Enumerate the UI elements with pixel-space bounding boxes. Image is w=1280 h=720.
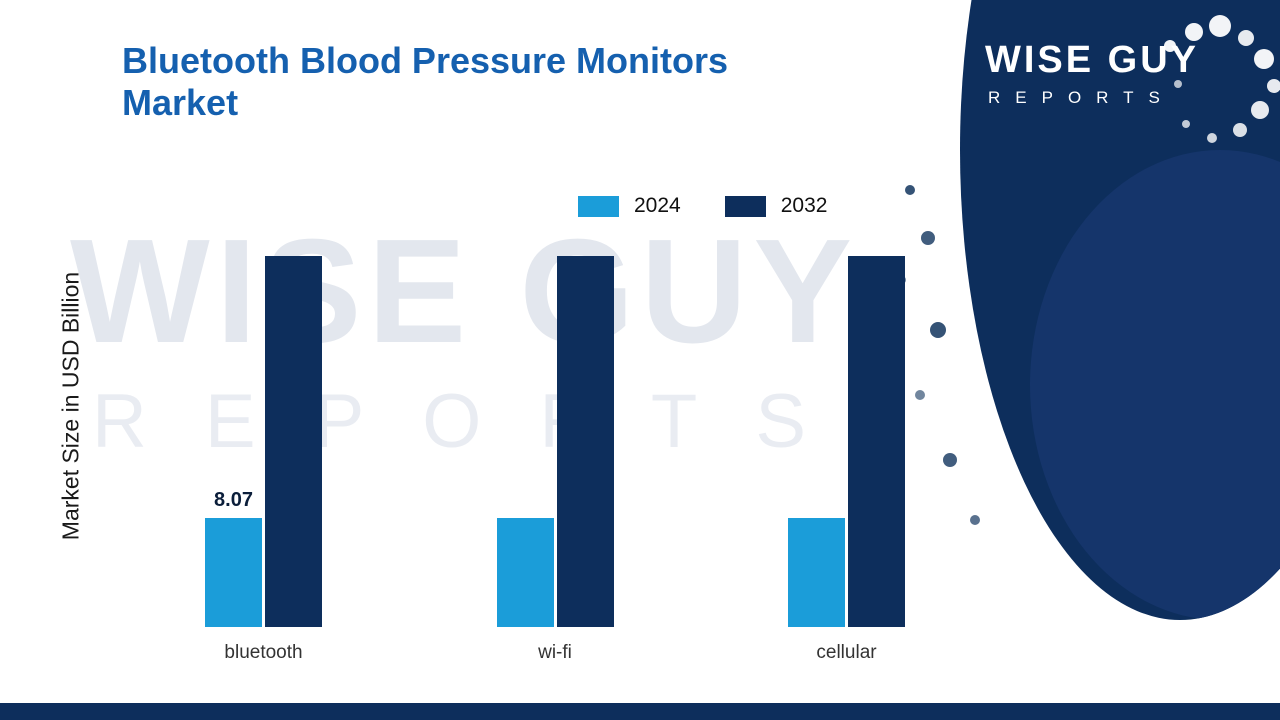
bar-2032-bluetooth	[265, 256, 322, 627]
brand-blob	[960, 0, 1280, 620]
category-label-bluetooth: bluetooth	[224, 642, 303, 663]
bar-value-label: 8.07	[214, 489, 253, 511]
bar-2032-wi-fi	[556, 256, 614, 627]
category-label-cellular: cellular	[816, 642, 877, 663]
plot-area: 8.07 bluetooth wi-fi cellular	[205, 256, 905, 663]
brand-logo-subtitle: REPORTS	[988, 87, 1175, 107]
bar-2024-cellular	[788, 518, 845, 627]
watermark-line2: REPORTS	[92, 379, 865, 464]
y-axis-label: Market Size in USD Billion	[57, 271, 84, 541]
legend-item-2024: 2024	[578, 194, 681, 218]
bar-2024-wi-fi	[496, 518, 554, 627]
legend-item-2032: 2032	[724, 194, 828, 218]
head-silhouette	[1030, 150, 1280, 620]
legend-swatch-2024	[578, 195, 619, 217]
bar-group-wi-fi: wi-fi	[496, 256, 614, 663]
legend-swatch-2032	[724, 195, 766, 217]
brand-logo-name: WISE GUY	[985, 39, 1200, 81]
category-label-wi-fi: wi-fi	[538, 642, 572, 663]
dots-decoration	[898, 185, 980, 525]
dotted-head-icon	[1164, 15, 1280, 143]
bar-2032-cellular	[848, 256, 905, 627]
watermark: WISE GUY REPORTS	[70, 218, 864, 460]
bar-group-bluetooth: 8.07 bluetooth	[205, 256, 322, 663]
legend-label-2032: 2032	[780, 194, 828, 217]
footer-bar	[0, 703, 1280, 720]
watermark-line1: WISE GUY	[70, 209, 859, 374]
bar-group-cellular: cellular	[788, 256, 905, 663]
legend-label-2024: 2024	[634, 194, 681, 217]
page-title: Bluetooth Blood Pressure Monitors Market	[122, 40, 729, 124]
bar-2024-bluetooth: 8.07	[205, 489, 262, 627]
brand-logo: WISE GUY REPORTS	[985, 39, 1200, 108]
chart-legend: 2024 2032	[578, 194, 827, 218]
